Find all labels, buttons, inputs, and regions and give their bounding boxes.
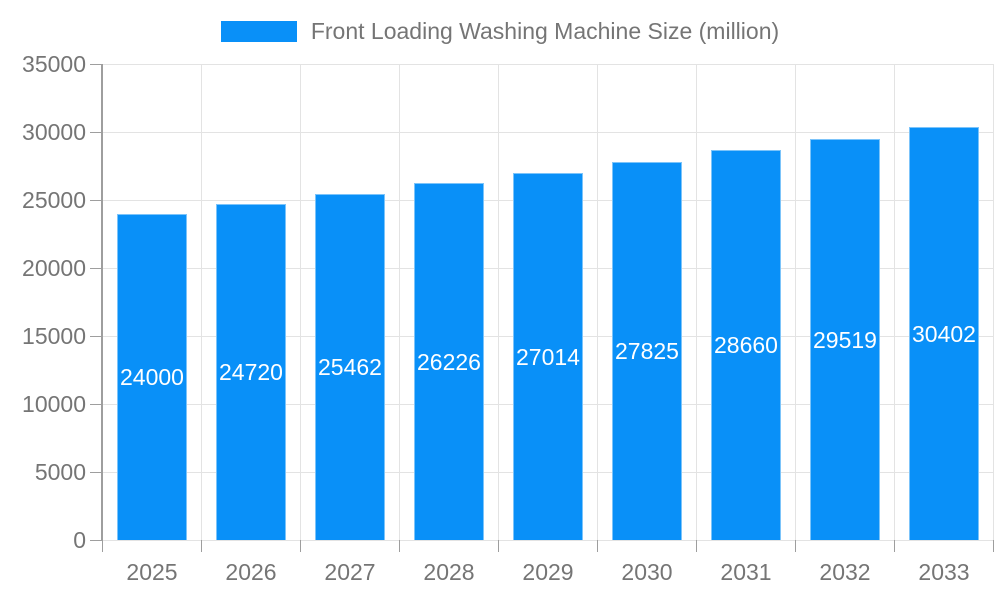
bar-value-label: 25462 — [318, 354, 382, 380]
gridline-x — [399, 64, 400, 540]
gridline-x — [597, 64, 598, 540]
y-tick — [90, 200, 102, 201]
y-tick — [90, 404, 102, 405]
bar-value-label: 29519 — [813, 326, 877, 353]
gridline-x — [696, 64, 697, 540]
y-tick — [90, 472, 102, 473]
bar-2029[interactable]: 27014 — [513, 173, 583, 540]
y-axis-label: 5000 — [34, 459, 86, 485]
y-axis-line — [101, 64, 103, 540]
gridline-y — [102, 64, 993, 65]
x-tick — [795, 540, 796, 552]
x-tick — [102, 540, 103, 552]
x-axis-label: 2028 — [423, 559, 475, 585]
y-axis-label: 25000 — [22, 187, 86, 213]
x-axis-label: 2025 — [126, 559, 178, 585]
bar-2028[interactable]: 26226 — [414, 183, 484, 540]
bar-2032[interactable]: 29519 — [810, 139, 880, 540]
x-tick — [597, 540, 598, 552]
gridline-x — [894, 64, 895, 540]
bar-2025[interactable]: 24000 — [117, 214, 187, 540]
gridline-x — [795, 64, 796, 540]
gridline-y — [102, 132, 993, 133]
x-axis-label: 2026 — [225, 559, 277, 585]
legend-swatch — [220, 21, 297, 42]
x-tick — [300, 540, 301, 552]
bar-2027[interactable]: 25462 — [315, 194, 385, 540]
bar-2026[interactable]: 24720 — [216, 204, 286, 540]
y-tick — [90, 336, 102, 337]
y-tick — [90, 268, 102, 269]
x-axis-label: 2032 — [819, 559, 871, 585]
gridline-y — [102, 540, 993, 541]
chart-legend[interactable]: Front Loading Washing Machine Size (mill… — [0, 18, 1000, 45]
gridline-x — [993, 64, 994, 540]
y-tick — [90, 132, 102, 133]
bar-2033[interactable]: 30402 — [909, 127, 979, 540]
bar-2030[interactable]: 27825 — [612, 162, 682, 540]
y-axis-label: 35000 — [22, 51, 86, 77]
bar-value-label: 24000 — [120, 364, 184, 390]
x-tick — [201, 540, 202, 552]
y-tick — [90, 64, 102, 65]
bar-2031[interactable]: 28660 — [711, 150, 781, 540]
y-axis-label: 15000 — [22, 323, 86, 349]
x-axis-label: 2030 — [621, 559, 673, 585]
y-tick — [90, 540, 102, 541]
bar-value-label: 27825 — [615, 338, 679, 364]
gridline-x — [201, 64, 202, 540]
x-axis-label: 2031 — [720, 559, 772, 585]
x-tick — [894, 540, 895, 552]
bar-value-label: 24720 — [219, 359, 283, 385]
bar-value-label: 27014 — [516, 343, 580, 370]
gridline-x — [300, 64, 301, 540]
x-tick — [399, 540, 400, 552]
x-tick — [696, 540, 697, 552]
x-tick — [498, 540, 499, 552]
x-axis-label: 2029 — [522, 559, 574, 585]
legend-label: Front Loading Washing Machine Size (mill… — [310, 18, 780, 44]
y-axis-label: 0 — [73, 527, 86, 553]
y-axis-label: 10000 — [22, 391, 86, 417]
x-tick — [993, 540, 994, 552]
x-axis-label: 2033 — [918, 559, 970, 585]
bar-value-label: 26226 — [417, 348, 481, 375]
y-axis-label: 30000 — [22, 119, 86, 145]
bar-value-label: 30402 — [912, 320, 976, 347]
gridline-x — [498, 64, 499, 540]
x-axis-label: 2027 — [324, 559, 376, 585]
bar-value-label: 28660 — [714, 332, 778, 358]
y-axis-label: 20000 — [22, 255, 86, 281]
